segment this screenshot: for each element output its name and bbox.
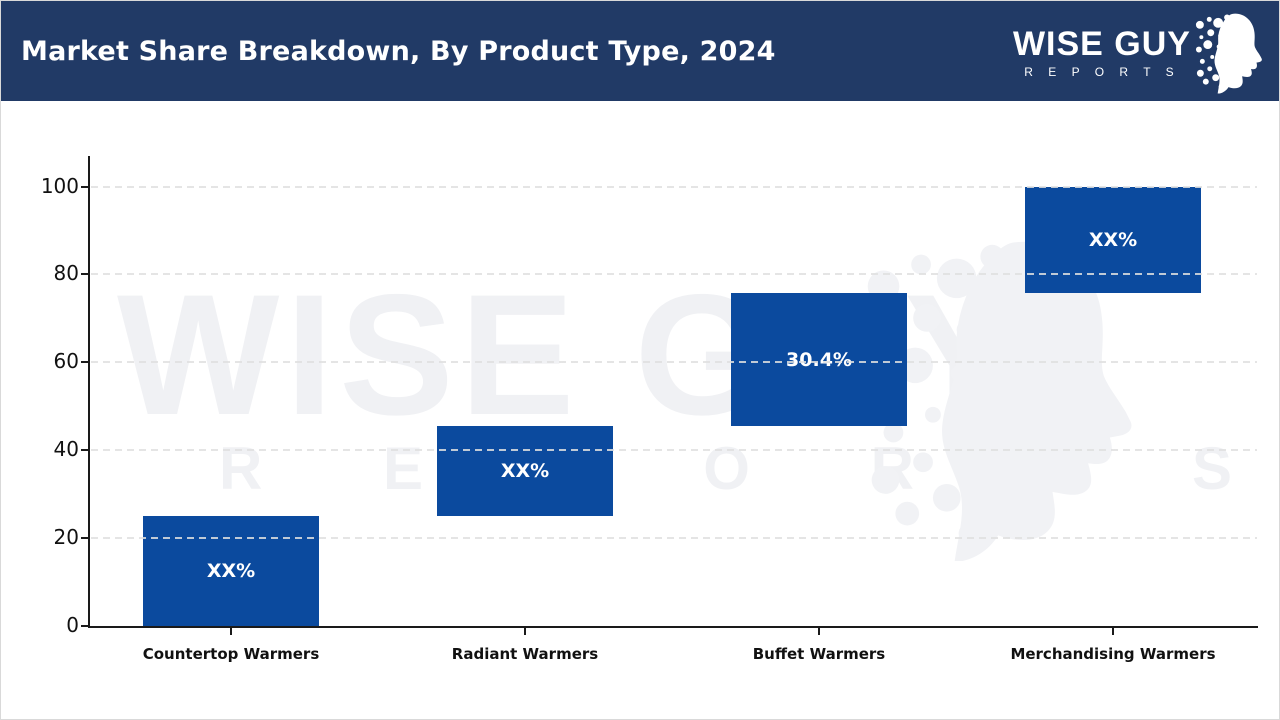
bar-value-label: 30.4% — [786, 348, 852, 371]
gridline-80 — [91, 273, 1257, 276]
x-category-label: Countertop Warmers — [142, 645, 320, 663]
logo-subtitle: R E P O R T S — [1024, 65, 1180, 79]
brand-logo: WISE GUY R E P O R T S — [1013, 8, 1271, 96]
y-tick-60 — [81, 361, 88, 364]
bar-merchandising-warmers: XX% — [1025, 186, 1201, 293]
y-axis-line — [88, 156, 90, 628]
x-tick-1 — [524, 628, 526, 635]
chart-area: WISE GUY R E P O R T S 0 20 40 60 80 100 XX% XX… — [1, 101, 1279, 719]
bar-buffet-warmers: 30.4% — [731, 292, 907, 427]
x-category-label: Buffet Warmers — [752, 645, 886, 663]
y-tick-label-60: 60 — [53, 349, 79, 374]
x-category-label: Radiant Warmers — [451, 645, 599, 663]
y-tick-100 — [81, 185, 88, 188]
bar-countertop-warmers: XX% — [143, 515, 319, 626]
plot-area: 0 20 40 60 80 100 XX% XX% 30.4% XX% Countertop War… — [1, 101, 1279, 719]
gridline-20 — [91, 537, 1257, 540]
brand-logo-text: WISE GUY R E P O R T S — [1013, 25, 1191, 79]
gridline-60 — [91, 361, 1257, 364]
logo-head-icon — [1195, 13, 1262, 94]
y-tick-label-100: 100 — [40, 173, 79, 198]
y-tick-label-0: 0 — [66, 613, 79, 637]
gridline-100 — [91, 185, 1257, 188]
logo-wordmark: WISE GUY — [1012, 25, 1191, 63]
x-axis-line — [88, 626, 1258, 628]
y-tick-label-80: 80 — [53, 261, 79, 286]
bar-value-label: XX% — [206, 559, 256, 582]
bar-radiant-warmers: XX% — [437, 426, 613, 516]
x-tick-2 — [818, 628, 820, 635]
y-tick-20 — [81, 537, 88, 540]
y-tick-label-20: 20 — [53, 525, 79, 550]
x-tick-3 — [1112, 628, 1114, 635]
header: Market Share Breakdown, By Product Type,… — [1, 1, 1279, 101]
y-tick-0 — [81, 625, 88, 627]
x-category-label: Merchandising Warmers — [1010, 645, 1216, 663]
gridline-40 — [91, 449, 1257, 452]
bar-value-label: XX% — [1088, 228, 1138, 251]
bar-value-label: XX% — [500, 460, 550, 483]
y-tick-label-40: 40 — [53, 437, 79, 462]
y-tick-40 — [81, 449, 88, 452]
page-title: Market Share Breakdown, By Product Type,… — [21, 35, 776, 67]
x-tick-0 — [230, 628, 232, 635]
y-tick-80 — [81, 273, 88, 276]
